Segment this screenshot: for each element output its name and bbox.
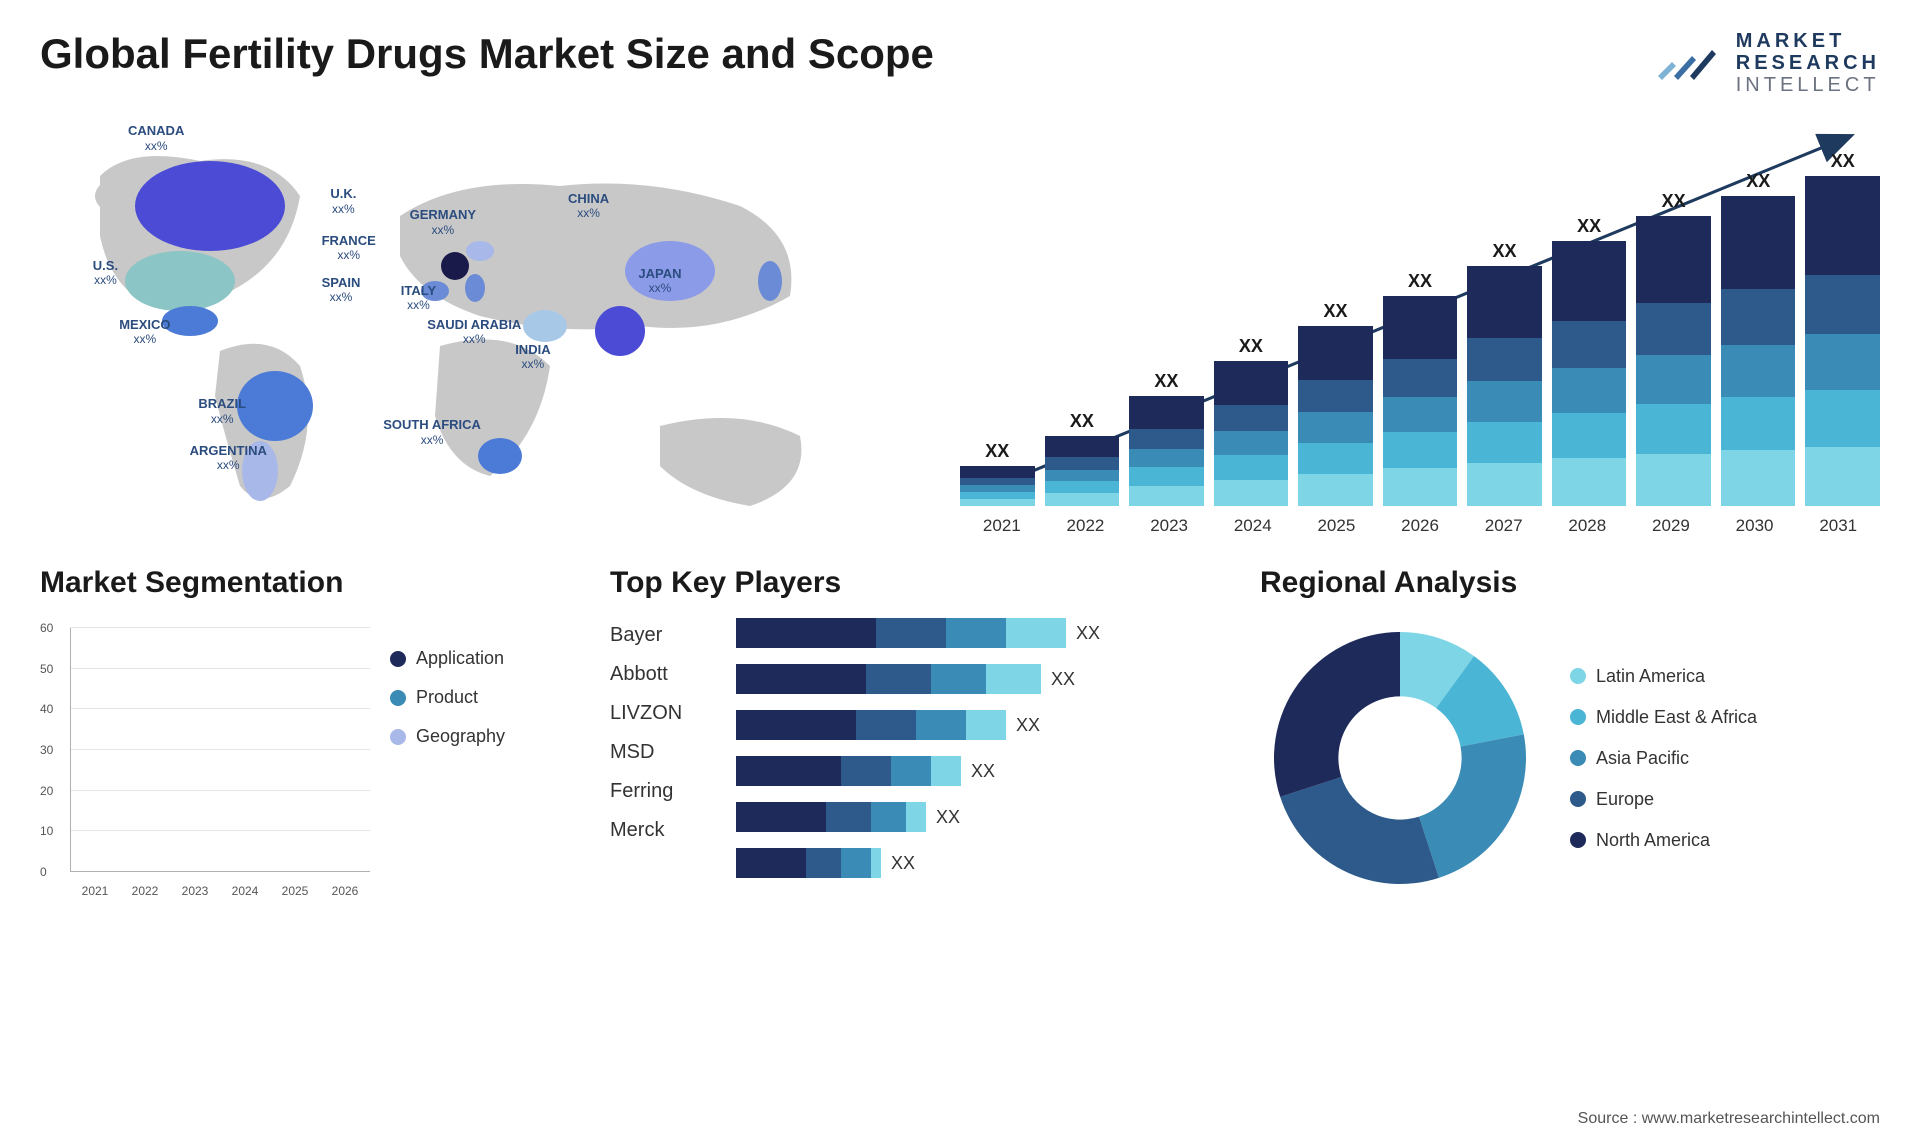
growth-bar: XX — [1045, 411, 1120, 506]
segmentation-legend: Application Product Geography — [390, 618, 580, 898]
growth-bar: XX — [1636, 191, 1711, 506]
legend-item: North America — [1570, 830, 1880, 851]
logo-line1: MARKET — [1736, 30, 1880, 52]
growth-bar: XX — [1805, 151, 1880, 506]
players-title: Top Key Players — [610, 566, 1230, 600]
map-label: U.S.xx% — [93, 259, 118, 288]
regional-analysis-panel: Regional Analysis Latin America Middle Ea… — [1260, 566, 1880, 898]
key-players-panel: Top Key Players Bayer Abbott LIVZON MSD Ferr… — [610, 566, 1230, 898]
player-name-list: Bayer Abbott LIVZON MSD Ferring Merck — [610, 618, 720, 878]
map-label: SPAINxx% — [322, 276, 361, 305]
map-label: BRAZILxx% — [198, 397, 246, 426]
regional-title: Regional Analysis — [1260, 566, 1880, 600]
player-bar-row: XX — [736, 664, 1230, 694]
map-label: INDIAxx% — [515, 343, 550, 372]
map-label: MEXICOxx% — [119, 318, 170, 347]
logo-bars-icon — [1654, 36, 1724, 91]
brand-logo: MARKET RESEARCH INTELLECT — [1654, 30, 1880, 96]
map-label: ITALYxx% — [401, 284, 436, 313]
map-label: SAUDI ARABIAxx% — [427, 318, 521, 347]
player-name: Merck — [610, 819, 720, 842]
segmentation-title: Market Segmentation — [40, 566, 580, 600]
world-map: CANADAxx% U.S.xx% MEXICOxx% BRAZILxx% ARGENT… — [40, 116, 920, 536]
growth-bar-chart: XXXXXXXXXXXXXXXXXXXXXX 20212022202320242… — [960, 116, 1880, 536]
growth-bar: XX — [1298, 301, 1373, 506]
regional-legend: Latin America Middle East & Africa Asia Pa… — [1570, 666, 1880, 851]
segmentation-panel: Market Segmentation 0102030405060 202120… — [40, 566, 580, 898]
player-name: Bayer — [610, 624, 720, 647]
growth-bar: XX — [960, 441, 1035, 506]
growth-bar: XX — [1467, 241, 1542, 506]
player-bars: XX XX XX XX XX XX — [736, 618, 1230, 878]
legend-item: Geography — [390, 726, 580, 747]
growth-bar: XX — [1383, 271, 1458, 506]
growth-bar: XX — [1552, 216, 1627, 506]
growth-bar: XX — [1214, 336, 1289, 506]
player-bar-row: XX — [736, 710, 1230, 740]
logo-line2: RESEARCH — [1736, 52, 1880, 74]
growth-bar: XX — [1129, 371, 1204, 506]
map-label: U.K.xx% — [330, 187, 356, 216]
legend-item: Europe — [1570, 789, 1880, 810]
player-bar-row: XX — [736, 618, 1230, 648]
player-bar-row: XX — [736, 756, 1230, 786]
map-label: JAPANxx% — [638, 267, 681, 296]
logo-line3: INTELLECT — [1736, 74, 1880, 96]
map-label: CHINAxx% — [568, 192, 609, 221]
regional-donut-chart — [1260, 618, 1540, 898]
legend-item: Middle East & Africa — [1570, 707, 1880, 728]
legend-item: Application — [390, 648, 580, 669]
player-bar-row: XX — [736, 802, 1230, 832]
player-bar-row: XX — [736, 848, 1230, 878]
map-label: FRANCExx% — [322, 234, 376, 263]
legend-item: Asia Pacific — [1570, 748, 1880, 769]
map-label: GERMANYxx% — [410, 208, 476, 237]
player-name: MSD — [610, 741, 720, 764]
player-name: Ferring — [610, 780, 720, 803]
player-name: LIVZON — [610, 702, 720, 725]
growth-bar: XX — [1721, 171, 1796, 506]
page-title: Global Fertility Drugs Market Size and S… — [40, 30, 934, 78]
legend-item: Product — [390, 687, 580, 708]
legend-item: Latin America — [1570, 666, 1880, 687]
map-label: SOUTH AFRICAxx% — [383, 418, 481, 447]
map-label: CANADAxx% — [128, 124, 184, 153]
segmentation-chart: 0102030405060 202120222023202420252026 — [40, 618, 370, 898]
source-attribution: Source : www.marketresearchintellect.com — [1578, 1110, 1880, 1128]
map-label: ARGENTINAxx% — [190, 444, 267, 473]
player-name: Abbott — [610, 663, 720, 686]
